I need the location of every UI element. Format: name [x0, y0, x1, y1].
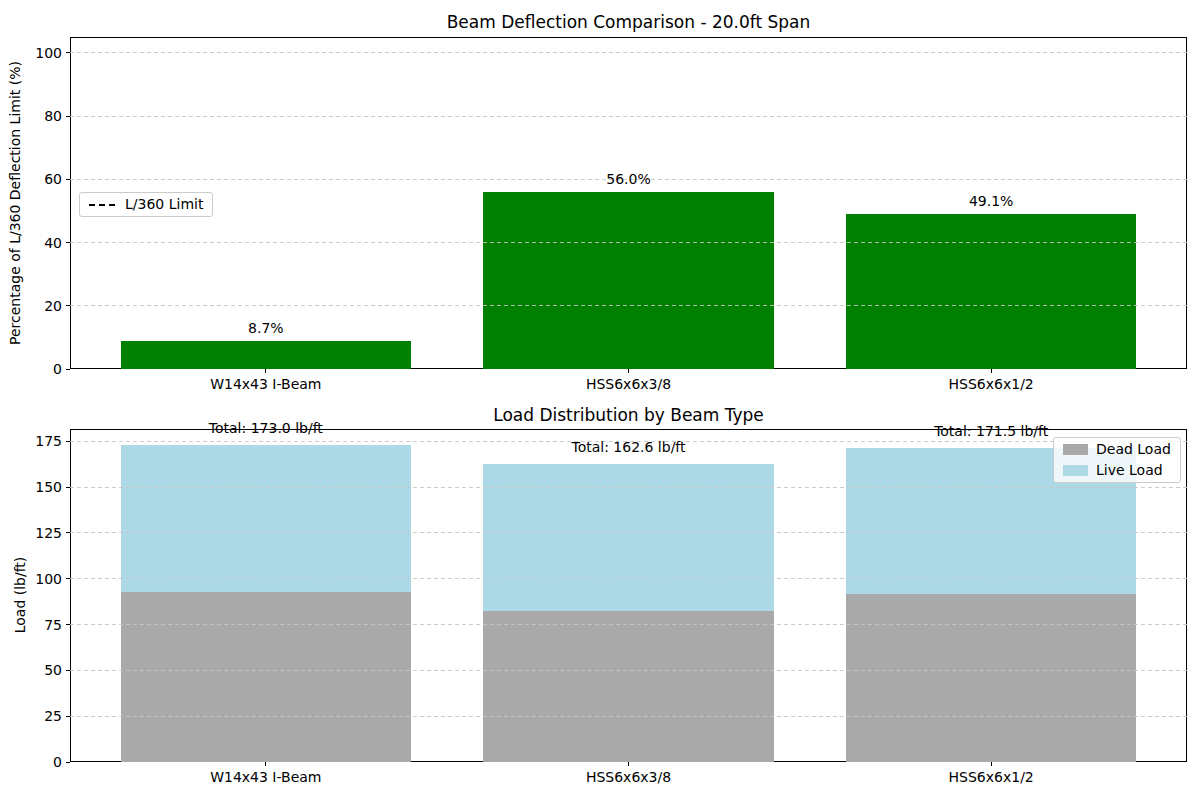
legend-label: L/360 Limit — [125, 196, 203, 213]
bar-dead-load-w14x43-i-beam — [121, 592, 411, 762]
x-tick-mark — [991, 369, 992, 373]
y-tick-label: 125 — [8, 524, 62, 542]
x-tick-mark — [628, 762, 629, 766]
bar-value-label: 49.1% — [891, 193, 1091, 210]
grid-line — [70, 624, 1187, 625]
y-tick-label: 0 — [8, 360, 62, 378]
y-tick-mark — [66, 624, 70, 625]
y-tick-mark — [66, 762, 70, 763]
grid-line — [70, 242, 1187, 243]
y-tick-mark — [66, 242, 70, 243]
y-tick-label: 0 — [8, 753, 62, 771]
total-label: Total: 173.0 lb/ft — [146, 420, 386, 437]
dashed-line-legend-marker — [89, 204, 117, 206]
bar-dead-load-hss6x6x1-2 — [846, 594, 1136, 762]
y-tick-label: 150 — [8, 478, 62, 496]
x-tick-mark — [265, 369, 266, 373]
bar-hss6x6x3-8 — [483, 192, 773, 369]
bar-value-label: 56.0% — [529, 171, 729, 188]
y-tick-mark — [66, 179, 70, 180]
legend-item: Dead Load — [1063, 441, 1171, 458]
y-tick-label: 50 — [8, 661, 62, 679]
grid-line — [70, 116, 1187, 117]
y-tick-label: 175 — [8, 432, 62, 450]
legend-swatch-dead-load — [1063, 444, 1088, 455]
y-tick-label: 20 — [8, 297, 62, 315]
y-tick-label: 60 — [8, 170, 62, 188]
bar-value-label: 8.7% — [166, 320, 366, 337]
bar-dead-load-hss6x6x3-8 — [483, 611, 773, 762]
grid-line — [70, 532, 1187, 533]
y-tick-mark — [66, 369, 70, 370]
x-tick-label: HSS6x6x1/2 — [841, 376, 1141, 393]
y-tick-mark — [66, 578, 70, 579]
legend-item: Live Load — [1063, 462, 1171, 479]
total-label: Total: 162.6 lb/ft — [509, 439, 749, 456]
bar-hss6x6x1-2 — [846, 214, 1136, 369]
y-tick-label: 25 — [8, 707, 62, 725]
grid-line — [70, 716, 1187, 717]
figure-canvas: Beam Deflection Comparison - 20.0ft Span… — [0, 0, 1200, 800]
y-tick-mark — [66, 487, 70, 488]
x-tick-label: HSS6x6x3/8 — [479, 769, 779, 786]
y-tick-mark — [66, 441, 70, 442]
y-tick-mark — [66, 532, 70, 533]
y-tick-mark — [66, 716, 70, 717]
x-tick-mark — [265, 762, 266, 766]
l360-limit-line — [70, 52, 1187, 54]
x-tick-label: W14x43 I-Beam — [116, 769, 416, 786]
x-tick-label: HSS6x6x3/8 — [479, 376, 779, 393]
bar-w14x43-i-beam — [121, 341, 411, 369]
x-tick-mark — [991, 762, 992, 766]
legend-swatch-live-load — [1063, 465, 1088, 476]
legend-label: Dead Load — [1096, 441, 1171, 458]
y-tick-label: 75 — [8, 616, 62, 634]
y-tick-mark — [66, 670, 70, 671]
bar-live-load-w14x43-i-beam — [121, 445, 411, 592]
y-tick-label: 40 — [8, 234, 62, 252]
y-tick-mark — [66, 305, 70, 306]
x-tick-mark — [628, 369, 629, 373]
y-tick-mark — [66, 116, 70, 117]
grid-line — [70, 578, 1187, 579]
x-tick-label: W14x43 I-Beam — [116, 376, 416, 393]
legend-item: L/360 Limit — [89, 196, 203, 213]
deflection-legend: L/360 Limit — [79, 192, 213, 217]
grid-line — [70, 305, 1187, 306]
y-tick-label: 100 — [8, 44, 62, 62]
legend-label: Live Load — [1096, 462, 1163, 479]
deflection-chart-title: Beam Deflection Comparison - 20.0ft Span — [70, 12, 1187, 32]
load-legend: Dead Load Live Load — [1053, 437, 1181, 483]
y-tick-label: 100 — [8, 570, 62, 588]
grid-line — [70, 487, 1187, 488]
y-tick-label: 80 — [8, 107, 62, 125]
x-tick-label: HSS6x6x1/2 — [841, 769, 1141, 786]
grid-line — [70, 670, 1187, 671]
